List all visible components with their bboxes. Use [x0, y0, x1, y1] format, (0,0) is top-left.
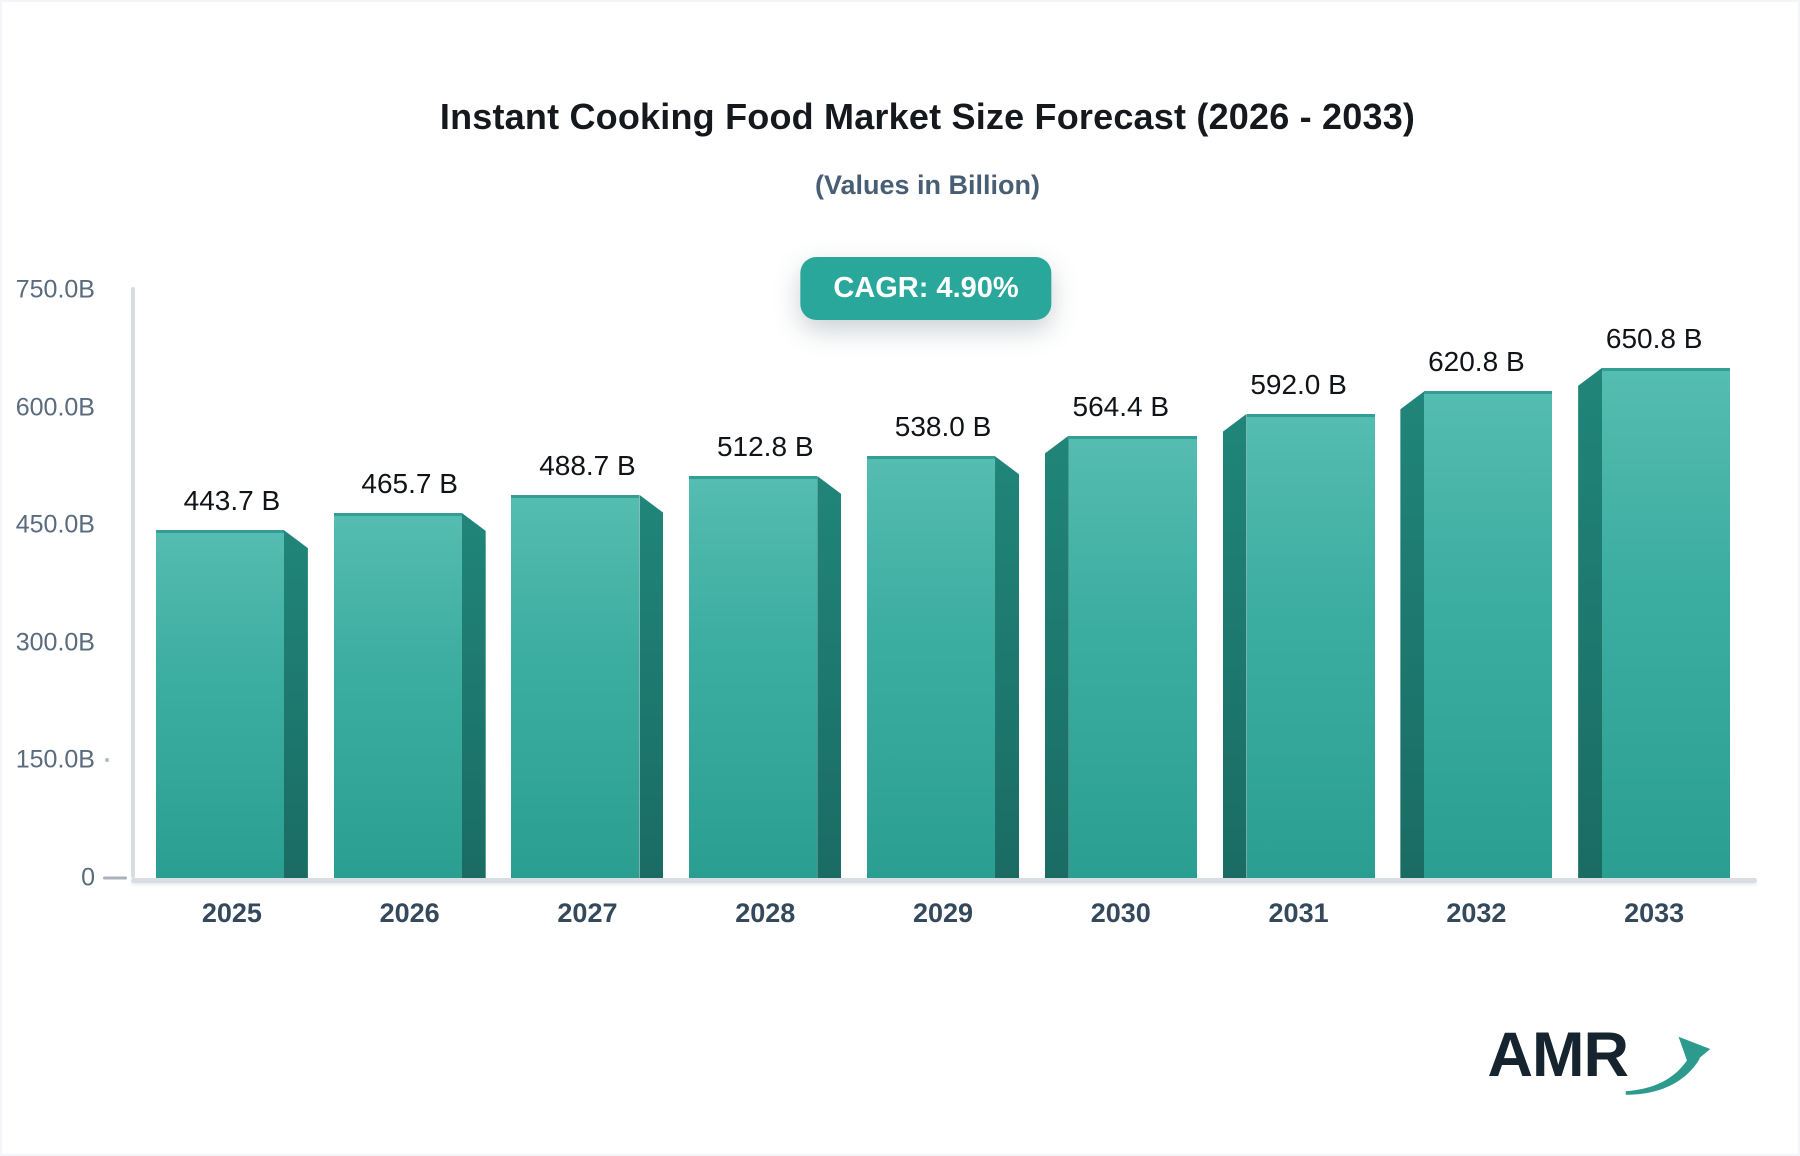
- bar-series: 443.7 B 465.7 B 488.7 B 512.8 B 538.0 B 564.4…: [143, 290, 1743, 878]
- x-axis-label-2032: 2032: [1446, 898, 1507, 928]
- x-axis-label-2033: 2033: [1624, 898, 1685, 928]
- y-axis-line: [131, 287, 135, 878]
- bar-face: [867, 456, 996, 878]
- bar-slot: 564.4 B: [1032, 290, 1210, 878]
- bar-slot: 488.7 B: [499, 290, 677, 878]
- bar-side-face: [283, 530, 308, 878]
- bar-side-face: [1578, 367, 1603, 878]
- x-axis-label-2031: 2031: [1268, 898, 1329, 928]
- y-axis-tick-label: 450.0B: [15, 510, 95, 539]
- bar-side-face: [817, 475, 842, 878]
- bar-side-face: [461, 512, 486, 878]
- y-axis-tick-label: 0: [81, 863, 95, 892]
- bar-side-face: [639, 494, 664, 878]
- bar-slot: 592.0 B: [1210, 290, 1388, 878]
- x-axis-label-2027: 2027: [557, 898, 618, 928]
- y-axis-tick-label: 150.0B: [15, 745, 95, 774]
- bar-face: [689, 475, 818, 878]
- bar-2026[interactable]: 465.7 B: [333, 468, 486, 878]
- bar-2033[interactable]: 650.8 B: [1578, 323, 1731, 878]
- x-axis-label-2025: 2025: [201, 898, 262, 928]
- x-axis-label-2026: 2026: [379, 898, 440, 928]
- amr-logo: AMR: [1488, 1024, 1712, 1105]
- x-axis-label-2029: 2029: [912, 898, 974, 928]
- x-axis-label-2028: 2028: [735, 898, 796, 928]
- bar-side-face: [995, 456, 1020, 878]
- bar-value-label: 465.7 B: [361, 467, 458, 499]
- cagr-badge: CAGR: 4.90%: [800, 257, 1052, 320]
- bar-face: [1602, 367, 1731, 878]
- bar-value-label: 538.0 B: [894, 411, 992, 443]
- y-axis-tick-mark: [103, 876, 127, 880]
- amr-logo-text: AMR: [1487, 1020, 1629, 1090]
- x-axis: 2025 2026 2027 2028 2029 2030 2031 2032 2033: [143, 898, 1743, 929]
- bar-face: [333, 512, 462, 878]
- bar-value-label: 443.7 B: [183, 485, 281, 517]
- bar-side-face: [1222, 413, 1247, 878]
- bar-slot: 512.8 B: [676, 290, 854, 878]
- bar-slot: 538.0 B: [854, 290, 1032, 878]
- bar-slot: 650.8 B: [1565, 290, 1743, 878]
- bar-2027[interactable]: 488.7 B: [511, 450, 664, 878]
- x-axis-label-2030: 2030: [1090, 898, 1151, 928]
- bar-value-label: 512.8 B: [716, 430, 814, 462]
- bar-slot: 620.8 B: [1387, 290, 1565, 878]
- y-axis-tick-label: 750.0B: [15, 275, 95, 304]
- bar-2025[interactable]: 443.7 B: [155, 485, 308, 878]
- bar-face: [1068, 435, 1197, 878]
- bar-2030[interactable]: 564.4 B: [1044, 391, 1197, 878]
- bar-face: [155, 530, 284, 878]
- bar-value-label: 620.8 B: [1428, 346, 1525, 378]
- bar-2028[interactable]: 512.8 B: [689, 431, 842, 878]
- bar-2029[interactable]: 538.0 B: [867, 411, 1020, 878]
- bar-face: [511, 494, 640, 878]
- y-axis-tick-mark: [105, 758, 109, 763]
- bar-slot: 465.7 B: [321, 290, 499, 878]
- x-axis-line: [131, 878, 1757, 883]
- chart-subtitle: (Values in Billion): [814, 170, 1041, 200]
- bar-2032[interactable]: 620.8 B: [1400, 346, 1553, 878]
- growth-arrow-icon: [1624, 1028, 1712, 1105]
- bar-value-label: 650.8 B: [1605, 322, 1703, 354]
- bar-side-face: [1044, 435, 1069, 878]
- y-axis-tick-label: 300.0B: [15, 628, 95, 657]
- bar-side-face: [1400, 391, 1425, 878]
- bar-value-label: 488.7 B: [539, 449, 636, 481]
- bar-value-label: 592.0 B: [1250, 368, 1347, 400]
- chart-title: Instant Cooking Food Market Size Forecas…: [439, 96, 1416, 137]
- bar-face: [1246, 413, 1375, 878]
- y-axis-tick-label: 600.0B: [15, 393, 95, 422]
- bar-face: [1424, 391, 1553, 878]
- bar-2031[interactable]: 592.0 B: [1222, 369, 1375, 878]
- bar-slot: 443.7 B: [143, 290, 321, 878]
- bar-value-label: 564.4 B: [1072, 390, 1170, 422]
